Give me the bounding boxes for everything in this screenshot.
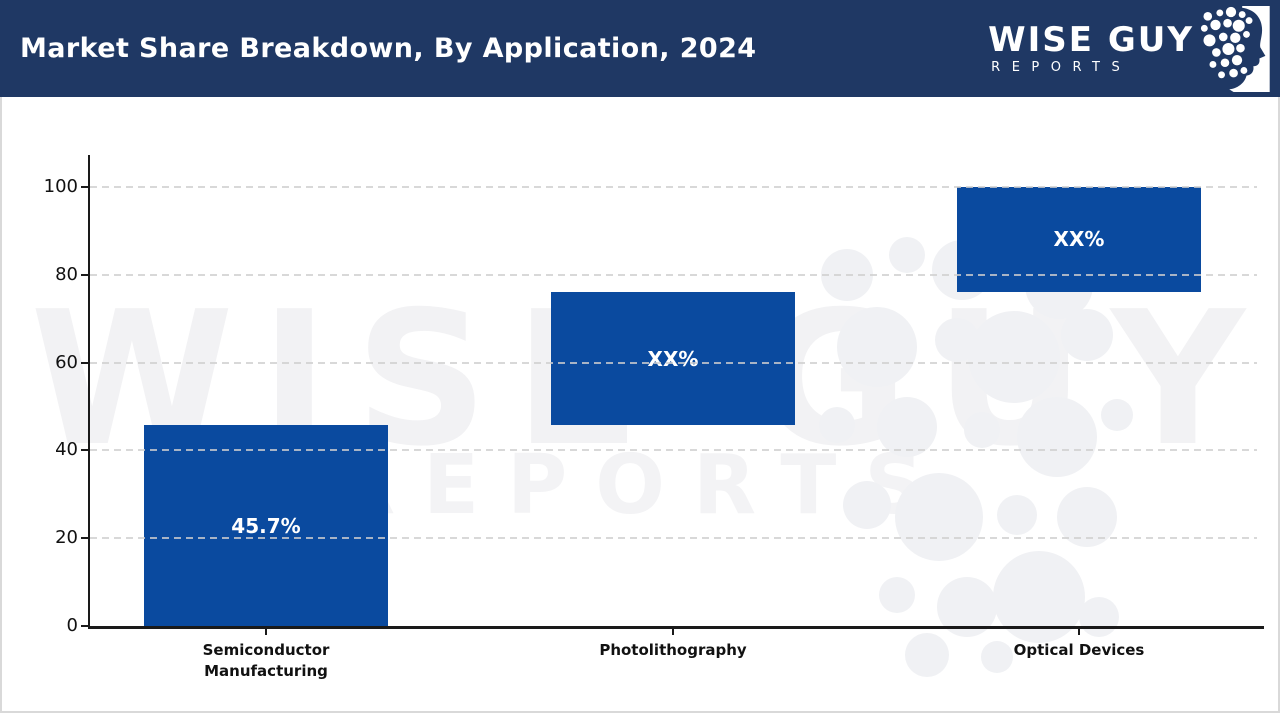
gridline-80 bbox=[90, 273, 1257, 276]
y-tick-mark-60 bbox=[81, 361, 89, 364]
y-tick-mark-100 bbox=[81, 186, 89, 188]
x-category-label-1: Photolithography bbox=[599, 641, 747, 659]
x-tick-mark-1 bbox=[672, 628, 674, 635]
chart-title: Market Share Breakdown, By Application, … bbox=[20, 33, 757, 64]
bar-value-label: 45.7% bbox=[231, 513, 301, 538]
header-bar: Market Share Breakdown, By Application, … bbox=[0, 0, 1280, 97]
y-tick-mark-0 bbox=[81, 625, 89, 627]
x-category-label-0: Semiconductor Manufacturing bbox=[202, 641, 330, 680]
plot-area: 45.7% XX% XX% 0 20 40 60 80 100 Semiconductor M… bbox=[2, 97, 1278, 711]
y-tick-label-20: 20 bbox=[55, 527, 78, 549]
logo-subtext: REPORTS bbox=[991, 59, 1132, 75]
gridline-60 bbox=[90, 361, 1257, 364]
logo-face-icon bbox=[1200, 5, 1270, 92]
x-tick-mark-0 bbox=[265, 628, 267, 635]
gridline-20 bbox=[90, 537, 1257, 540]
gridline-40 bbox=[90, 449, 1257, 452]
y-tick-label-80: 80 bbox=[55, 263, 78, 285]
wiseguy-logo: WISE GUY REPORTS bbox=[988, 5, 1270, 92]
x-axis-line bbox=[88, 626, 1264, 629]
x-category-label-2: Optical Devices bbox=[1013, 641, 1145, 659]
y-tick-label-40: 40 bbox=[55, 439, 78, 461]
y-tick-mark-40 bbox=[81, 449, 89, 452]
y-tick-label-0: 0 bbox=[66, 615, 78, 636]
y-tick-label-60: 60 bbox=[55, 351, 78, 373]
x-tick-mark-2 bbox=[1078, 628, 1080, 635]
bar-value-label: XX% bbox=[647, 346, 699, 371]
bar-value-label: XX% bbox=[1053, 227, 1105, 252]
y-tick-mark-80 bbox=[81, 273, 89, 276]
y-tick-mark-20 bbox=[81, 537, 89, 540]
y-axis-line bbox=[88, 155, 90, 628]
bar-2: XX% bbox=[957, 187, 1201, 292]
gridline-100 bbox=[90, 186, 1257, 188]
bar-0: 45.7% bbox=[144, 425, 388, 626]
logo-wordmark: WISE GUY bbox=[988, 19, 1194, 60]
chart-panel: WISE GUY REPORTS 45.7%XX%XX% 02040608010… bbox=[0, 97, 1280, 713]
logo-text: WISE GUY REPORTS bbox=[988, 23, 1194, 75]
bar-1: XX% bbox=[551, 291, 795, 426]
y-tick-label-100: 100 bbox=[43, 176, 78, 197]
